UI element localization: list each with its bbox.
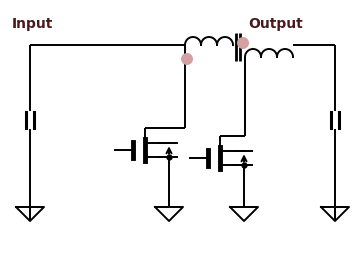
Circle shape	[181, 53, 193, 65]
Text: Input: Input	[12, 17, 53, 31]
Text: Output: Output	[248, 17, 303, 31]
Circle shape	[237, 37, 249, 49]
